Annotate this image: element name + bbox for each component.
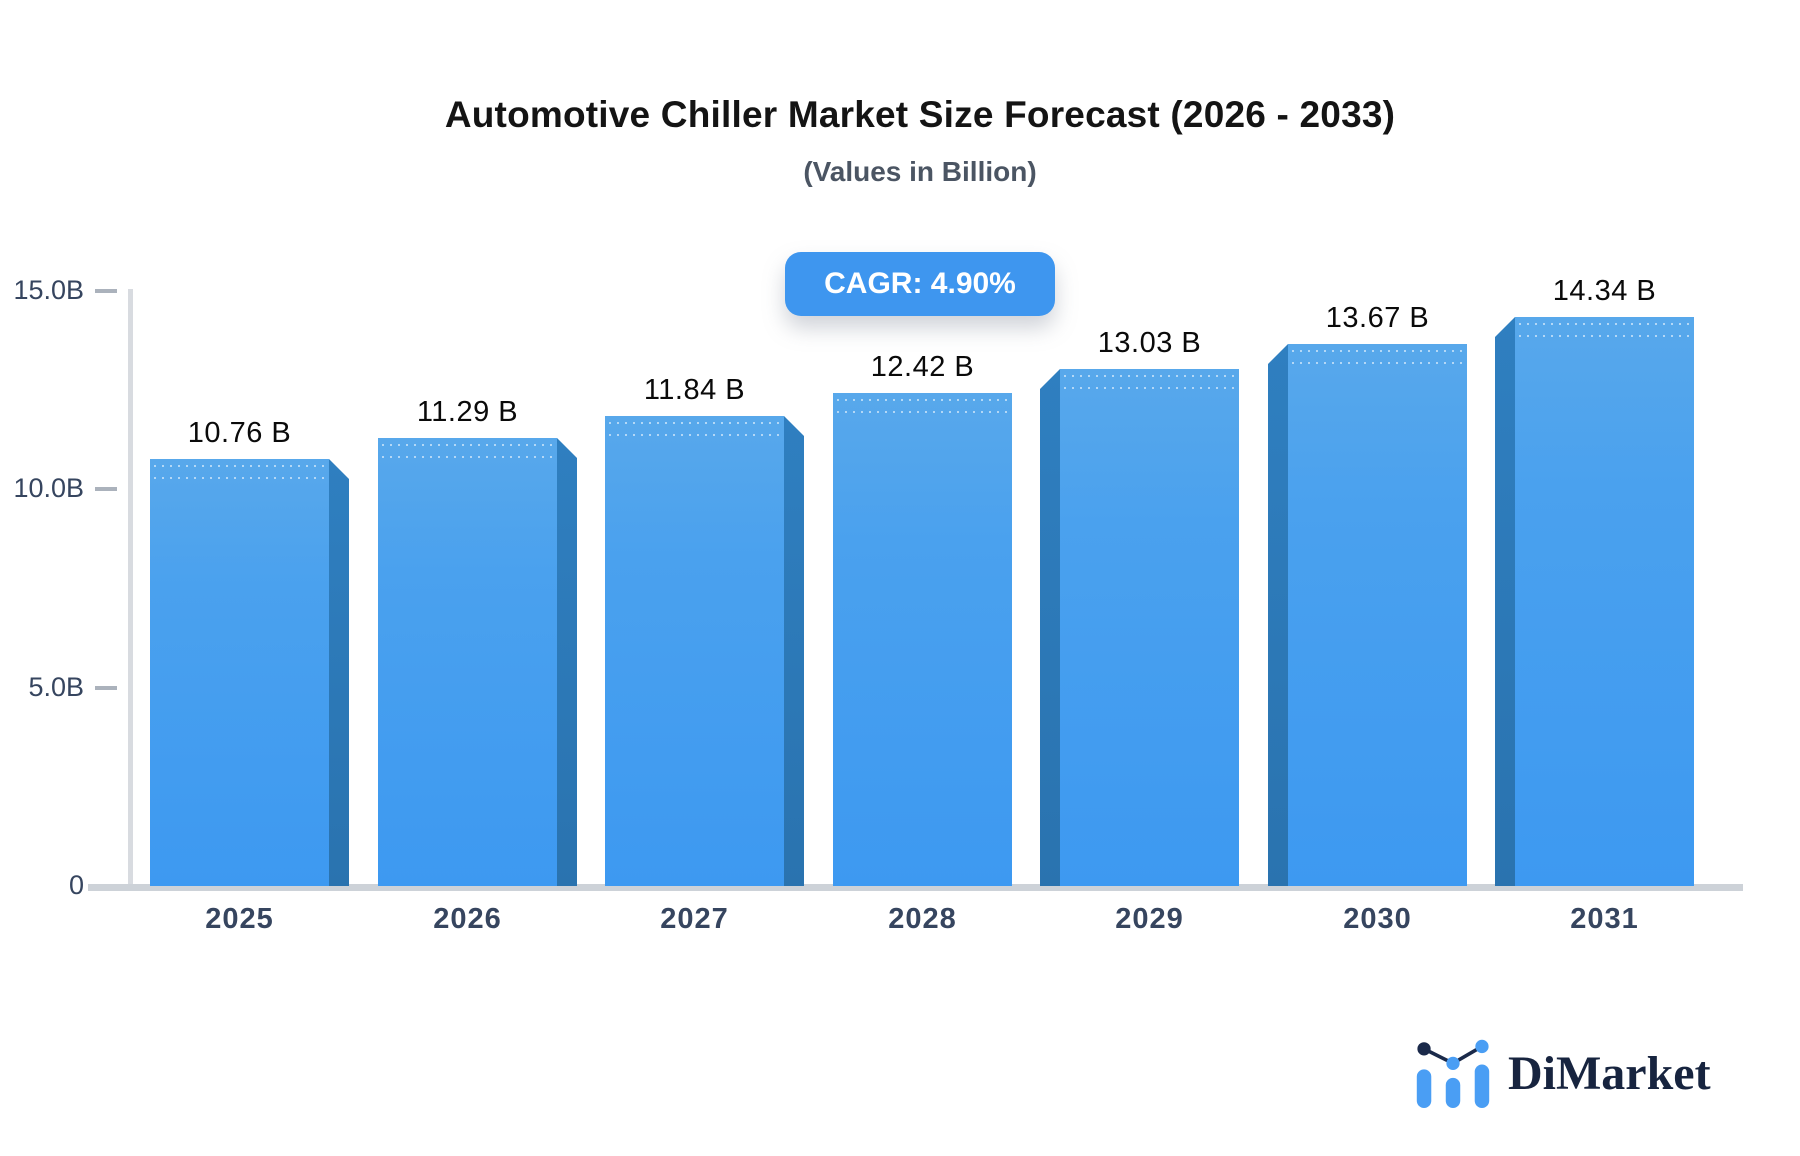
bar-side-face <box>1495 317 1515 886</box>
bar-front-face <box>378 438 557 886</box>
mini-bar-chart-icon <box>1416 1039 1490 1108</box>
bar-dotted-line <box>154 477 325 479</box>
x-axis-label-2026: 2026 <box>433 903 502 935</box>
bar-2030: 13.67 B <box>1268 302 1467 886</box>
bar-side-face <box>329 459 349 886</box>
bar-dotted-line <box>154 465 325 467</box>
bar-dotted-line <box>1519 335 1690 337</box>
bar-dotted-line <box>1064 375 1235 377</box>
y-tick-label: 5.0B <box>28 672 84 702</box>
bar-dotted-line <box>609 422 780 424</box>
x-axis-label-2027: 2027 <box>660 903 729 935</box>
bar-dotted-line <box>1519 323 1690 325</box>
bar-front-face <box>1060 369 1239 886</box>
y-tick-label: 10.0B <box>13 473 84 503</box>
x-axis-label-2028: 2028 <box>888 903 957 935</box>
x-axis-label-2030: 2030 <box>1343 903 1412 935</box>
bar-2026: 11.29 B <box>378 396 577 886</box>
bar-value-label: 13.67 B <box>1325 302 1430 334</box>
bar-side-face <box>784 416 804 886</box>
y-tick-label: 15.0B <box>13 275 84 305</box>
y-tick-dash <box>95 487 117 491</box>
y-axis: 0 5.0B 10.0B 15.0B <box>0 275 150 900</box>
bar-side-face <box>1268 344 1288 886</box>
bar-2028: 12.42 B <box>833 351 1012 886</box>
bar-front-face <box>1515 317 1694 886</box>
x-axis-line <box>88 884 1743 891</box>
bar-2029: 13.03 B <box>1040 327 1239 886</box>
bar-value-label: 14.34 B <box>1552 275 1657 307</box>
bar-value-label: 13.03 B <box>1097 327 1202 359</box>
bar-side-face <box>557 438 577 886</box>
bar-value-label: 11.84 B <box>643 374 746 406</box>
bar-front-face <box>1288 344 1467 886</box>
plot-area: 10.76 B 2025 11.29 B 2026 11.84 B 2027 12.42 B… <box>150 275 1750 935</box>
bar-dotted-line <box>1292 350 1463 352</box>
x-axis-label-2025: 2025 <box>205 903 274 935</box>
chart-title: Automotive Chiller Market Size Forecast … <box>444 94 1396 135</box>
bar-2031: 14.34 B <box>1495 275 1694 886</box>
x-axis-label-2031: 2031 <box>1570 903 1639 935</box>
y-tick-label: 0 <box>68 870 84 900</box>
bar-value-label: 10.76 B <box>187 417 292 449</box>
bar-front-face <box>150 459 329 886</box>
bar-value-label: 12.42 B <box>870 351 975 383</box>
bar-dotted-line <box>382 456 553 458</box>
bar-dotted-line <box>1064 387 1235 389</box>
bar-dotted-line <box>609 434 780 436</box>
bar-dotted-line <box>837 399 1008 401</box>
bar-2027: 11.84 B <box>605 374 804 886</box>
bar-2025: 10.76 B <box>150 417 349 886</box>
y-tick-dash <box>95 289 117 293</box>
chart-subtitle: (Values in Billion) <box>803 156 1037 187</box>
bar-dotted-line <box>382 444 553 446</box>
x-axis-label-2029: 2029 <box>1115 903 1184 935</box>
y-tick-dash <box>95 686 117 690</box>
y-axis-line <box>128 289 133 887</box>
brand-logo-text: DiMarket <box>1508 1046 1711 1100</box>
bar-side-face <box>1040 369 1060 886</box>
bar-value-label: 11.29 B <box>416 396 519 428</box>
bar-dotted-line <box>837 411 1008 413</box>
bar-dotted-line <box>1292 362 1463 364</box>
brand-logo: DiMarket <box>1412 1038 1711 1108</box>
cagr-badge: CAGR: 4.90% <box>785 252 1055 316</box>
bar-front-face <box>605 416 784 886</box>
bar-front-face <box>833 393 1012 886</box>
